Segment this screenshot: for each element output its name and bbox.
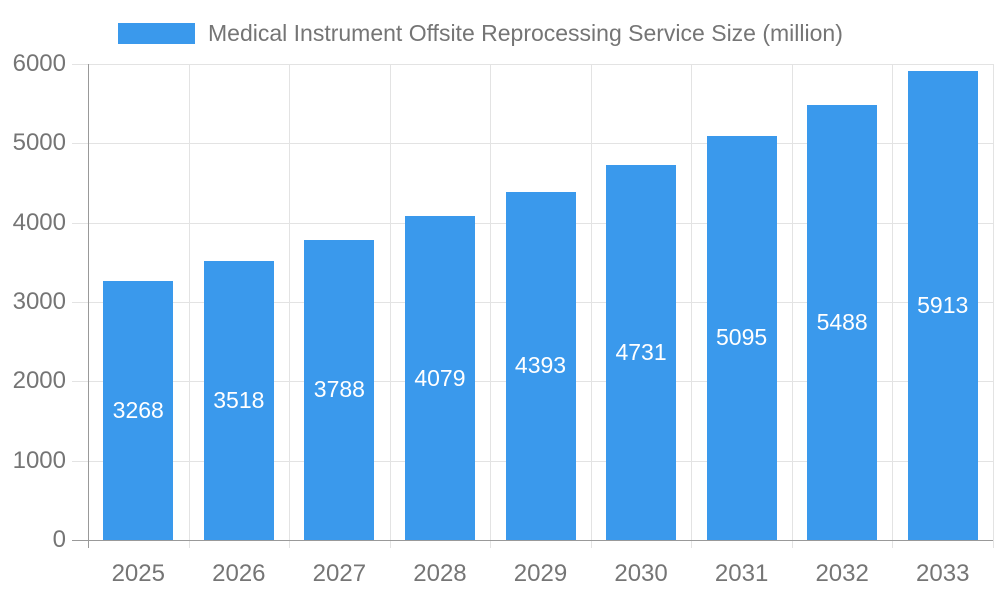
bar[interactable]: 3268 — [103, 280, 174, 540]
gridline-vertical — [289, 64, 291, 548]
y-tick-label: 5000 — [12, 129, 66, 157]
x-tick-label: 2027 — [312, 560, 367, 587]
bar-value-label: 4731 — [615, 338, 667, 365]
bar[interactable]: 4731 — [606, 164, 677, 540]
y-tick-label: 3000 — [12, 288, 66, 315]
bar[interactable]: 5488 — [807, 104, 878, 540]
bar-value-label: 3518 — [213, 386, 265, 413]
x-tick-label: 2032 — [815, 560, 869, 587]
gridline-vertical — [691, 64, 693, 548]
legend-item[interactable]: Medical Instrument Offsite Reprocessing … — [118, 20, 843, 47]
legend-label: Medical Instrument Offsite Reprocessing … — [208, 20, 843, 46]
x-tick-label: 2030 — [614, 560, 668, 587]
legend-swatch — [118, 23, 195, 44]
bar[interactable]: 3518 — [203, 260, 274, 540]
bar-value-label: 5488 — [816, 308, 868, 335]
y-tick-label: 1000 — [12, 446, 66, 474]
y-tick-label: 2000 — [12, 367, 66, 395]
bar[interactable]: 4079 — [404, 216, 475, 540]
bar-value-label: 4393 — [514, 352, 567, 379]
x-tick-label: 2026 — [212, 560, 266, 587]
x-axis-line — [72, 540, 993, 541]
gridline-horizontal — [72, 143, 993, 145]
x-tick-label: 2031 — [714, 560, 769, 587]
bar[interactable]: 3788 — [304, 239, 375, 540]
bar-value-label: 3788 — [313, 376, 365, 403]
y-tick-label: 0 — [52, 526, 66, 553]
x-tick-label: 2025 — [111, 560, 165, 587]
y-tick-label: 4000 — [12, 208, 66, 236]
plot-area: 0 1000 2000 3000 4000 5000 6000 3268 2025 3518 202… — [13, 50, 994, 587]
bar-value-label: 5095 — [716, 324, 768, 351]
gridline-vertical — [188, 64, 190, 548]
gridline-horizontal — [72, 64, 993, 65]
gridline-vertical — [993, 64, 994, 548]
x-tick-label: 2028 — [413, 560, 467, 587]
gridline-vertical — [490, 64, 492, 548]
gridline-vertical — [389, 64, 391, 548]
x-tick-label: 2033 — [916, 560, 970, 587]
gridline-vertical — [892, 64, 894, 548]
bar-value-label: 3268 — [112, 396, 164, 423]
y-tick-label: 6000 — [12, 50, 66, 77]
bar-value-label: 5913 — [917, 291, 969, 318]
gridline-vertical — [791, 64, 793, 548]
gridline-vertical — [590, 64, 592, 548]
bar[interactable]: 5913 — [907, 70, 978, 540]
bar[interactable]: 4393 — [505, 191, 576, 540]
y-axis-line — [88, 64, 89, 548]
bar[interactable]: 5095 — [706, 135, 777, 540]
bar-value-label: 4079 — [414, 364, 466, 391]
x-tick-label: 2029 — [513, 560, 568, 587]
